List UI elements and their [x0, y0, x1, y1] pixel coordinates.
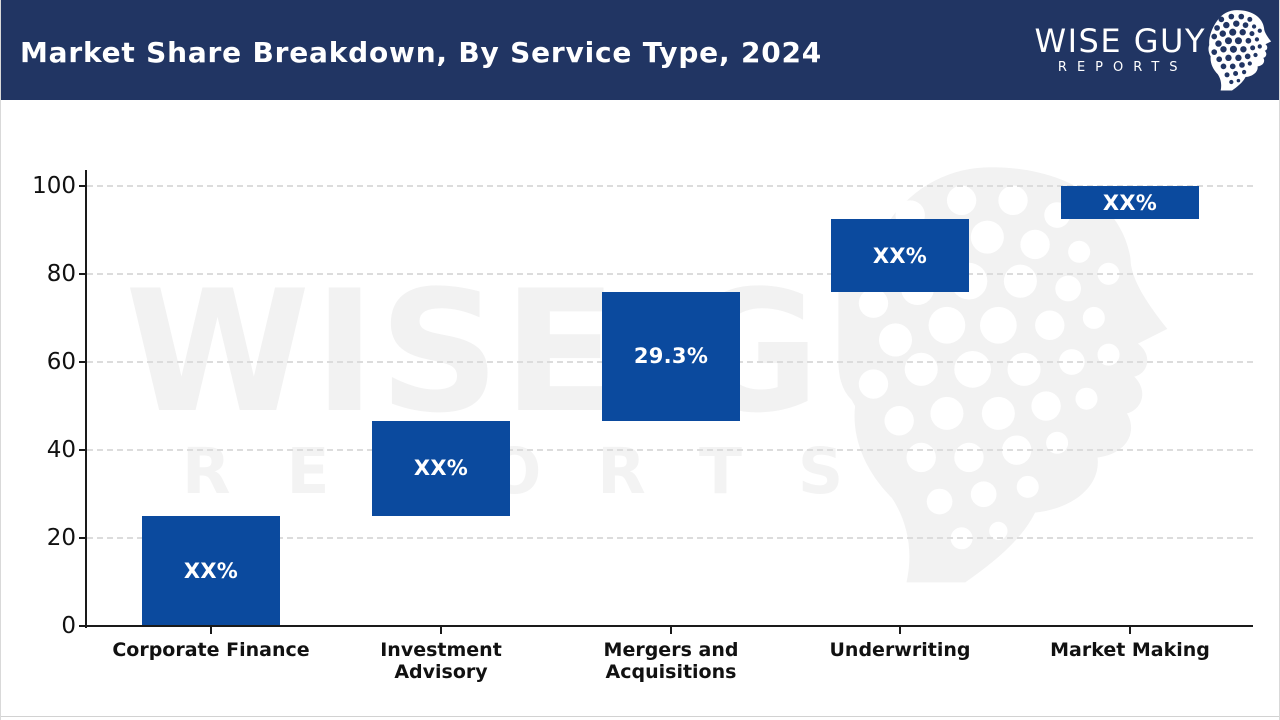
x-tick-mark [1129, 627, 1131, 634]
bar-corporate-finance: XX% [142, 516, 280, 626]
gridline-100 [87, 185, 1253, 187]
header-bar: Market Share Breakdown, By Service Type,… [0, 0, 1280, 100]
footer-divider [0, 716, 1280, 717]
y-tick-label: 80 [46, 261, 76, 287]
wiseguy-head-icon [1208, 10, 1272, 91]
bar-mergers-and-acquisitions: 29.3% [602, 292, 740, 421]
brand-name: WISE GUY [1034, 21, 1206, 60]
x-category-label: Corporate Finance [112, 639, 310, 661]
x-tick-mark [440, 627, 442, 634]
bar-investment-advisory: XX% [372, 420, 510, 516]
y-tick-label: 0 [61, 613, 76, 639]
gridline-80 [87, 273, 1253, 275]
brand-logo-text: WISE GUY REPORTS [1034, 21, 1206, 76]
y-tick-label: 20 [46, 525, 76, 551]
x-category-label: Mergers and Acquisitions [603, 639, 739, 683]
y-tick-mark [79, 273, 87, 275]
x-category-label: Investment Advisory [380, 639, 502, 683]
y-tick-label: 60 [46, 349, 76, 375]
bar-value-label: XX% [413, 456, 469, 481]
y-tick-mark [79, 625, 87, 627]
bar-value-label: 29.3% [633, 344, 709, 369]
bar-value-label: XX% [1102, 190, 1158, 215]
bar-value-label: XX% [872, 243, 928, 268]
x-category-label: Underwriting [829, 639, 971, 661]
y-tick-mark [79, 185, 87, 187]
y-tick-mark [79, 361, 87, 363]
y-tick-mark [79, 449, 87, 451]
x-axis-line [85, 625, 1253, 627]
bar-underwriting: XX% [831, 219, 969, 293]
gridline-20 [87, 537, 1253, 539]
y-axis-line [85, 170, 87, 628]
x-category-label: Market Making [1050, 639, 1210, 661]
x-tick-mark [899, 627, 901, 634]
x-tick-mark [210, 627, 212, 634]
y-tick-label: 100 [32, 173, 76, 199]
brand-logo: WISE GUY REPORTS [1034, 8, 1274, 92]
y-tick-label: 40 [46, 437, 76, 463]
brand-subtitle: REPORTS [1057, 60, 1188, 76]
bar-value-label: XX% [183, 559, 239, 583]
page-title: Market Share Breakdown, By Service Type,… [20, 36, 823, 69]
x-tick-mark [670, 627, 672, 634]
bar-market-making: XX% [1061, 186, 1199, 219]
y-tick-mark [79, 537, 87, 539]
gridline-40 [87, 449, 1253, 451]
